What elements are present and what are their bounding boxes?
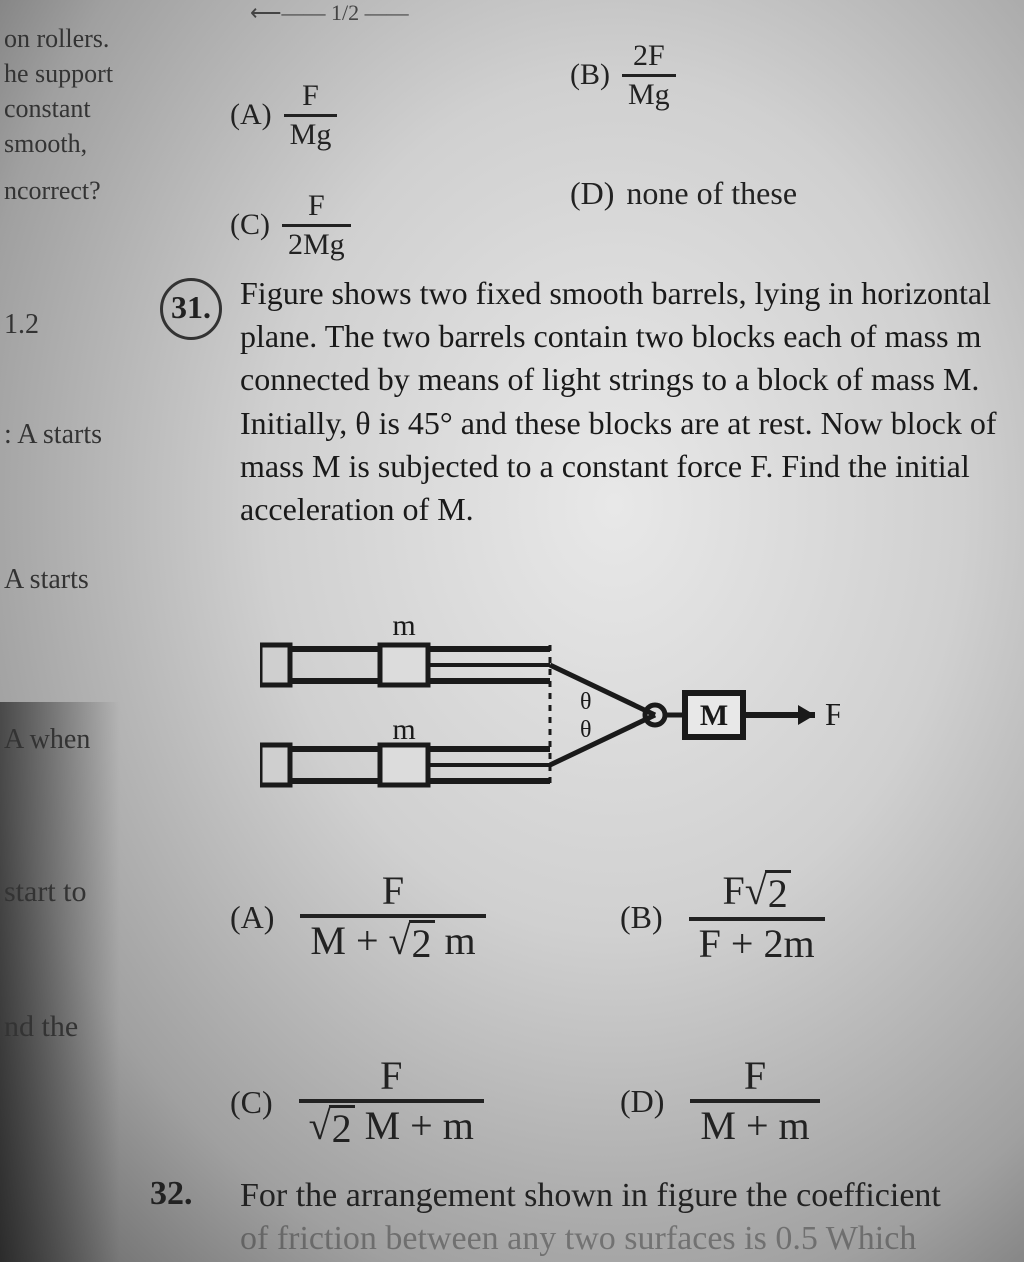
- fragment-text: nd the: [0, 1005, 78, 1048]
- m-label-bottom: m: [392, 713, 415, 746]
- block-m-bottom: [380, 745, 428, 785]
- option-label: (C): [230, 208, 270, 242]
- fragment-text: on rollers.: [0, 20, 109, 58]
- fraction-denominator: M + √2 m: [300, 914, 485, 965]
- q31-text: Figure shows two fixed smooth barrels, l…: [240, 272, 1010, 531]
- fragment-text: start to: [0, 870, 87, 913]
- fragment-text: ncorrect?: [0, 172, 101, 210]
- M-label: M: [700, 699, 728, 732]
- figure-svg: m m θ θ: [260, 605, 840, 825]
- option-label: (D): [570, 175, 614, 212]
- fraction: F Mg: [284, 80, 338, 150]
- q31-option-a: (A) F M + √2 m: [230, 870, 486, 965]
- string-bottom: [550, 715, 655, 765]
- q30-option-d: (D) none of these: [570, 175, 797, 212]
- top-arrow-fragment: ⟵—— 1/2 ——: [250, 0, 409, 26]
- fragment-text: 1.2: [0, 305, 39, 345]
- q31-option-d: (D) F M + m: [620, 1055, 820, 1147]
- fraction: F M + m: [690, 1055, 819, 1147]
- F-label: F: [825, 696, 840, 732]
- q32-number: 32.: [150, 1175, 193, 1213]
- fragment-text: A when: [0, 720, 90, 760]
- fraction-denominator: Mg: [622, 74, 676, 111]
- fragment-text: he support: [0, 55, 113, 93]
- m-label-top: m: [392, 609, 415, 642]
- fraction-denominator: √2 M + m: [299, 1099, 484, 1150]
- fragment-text: A starts: [0, 560, 89, 600]
- q32-text: For the arrangement shown in figure the …: [240, 1175, 1020, 1260]
- theta-top: θ: [580, 689, 592, 715]
- option-label: (C): [230, 1084, 273, 1121]
- fraction-numerator: F: [296, 80, 325, 114]
- option-label: (A): [230, 899, 274, 936]
- string-top: [550, 665, 655, 715]
- option-label: (A): [230, 98, 272, 132]
- q31-option-b: (B) F√2 F + 2m: [620, 870, 825, 965]
- fraction-numerator: F√2: [713, 870, 801, 917]
- fraction: F M + √2 m: [300, 870, 485, 965]
- theta-bottom: θ: [580, 717, 592, 743]
- option-label: (B): [620, 899, 663, 936]
- option-text: none of these: [626, 175, 797, 212]
- q30-option-c: (C) F 2Mg: [230, 190, 351, 260]
- fraction-numerator: F: [302, 190, 331, 224]
- circled-number: 31.: [160, 278, 222, 340]
- fraction-denominator: M + m: [690, 1099, 819, 1147]
- q30-option-b: (B) 2F Mg: [570, 40, 676, 110]
- fraction-denominator: Mg: [284, 114, 338, 151]
- top-barrel: m: [260, 609, 550, 685]
- q30-option-a: (A) F Mg: [230, 80, 337, 150]
- fraction-denominator: 2Mg: [282, 224, 351, 261]
- bottom-barrel: m: [260, 713, 550, 785]
- fraction-denominator: F + 2m: [689, 917, 825, 965]
- q31-option-c: (C) F √2 M + m: [230, 1055, 484, 1150]
- fraction-numerator: F: [734, 1055, 776, 1099]
- fraction-numerator: 2F: [627, 40, 671, 74]
- fraction-numerator: F: [370, 1055, 412, 1099]
- fraction: 2F Mg: [622, 40, 676, 110]
- q31-number: 31.: [160, 278, 222, 340]
- page-root: on rollers. he support constant smooth, …: [0, 0, 1024, 1262]
- fraction: F √2 M + m: [299, 1055, 484, 1150]
- fragment-text: smooth,: [0, 125, 87, 163]
- option-label: (D): [620, 1083, 664, 1120]
- fraction: F 2Mg: [282, 190, 351, 260]
- fraction-numerator: F: [372, 870, 414, 914]
- q31-figure: m m θ θ: [260, 605, 840, 825]
- left-shadow: [0, 702, 120, 1262]
- fragment-text: : A starts: [0, 415, 102, 455]
- force-arrow-head: [798, 705, 815, 725]
- fraction: F√2 F + 2m: [689, 870, 825, 965]
- fragment-text: constant: [0, 90, 91, 128]
- option-label: (B): [570, 58, 610, 92]
- block-m-top: [380, 645, 428, 685]
